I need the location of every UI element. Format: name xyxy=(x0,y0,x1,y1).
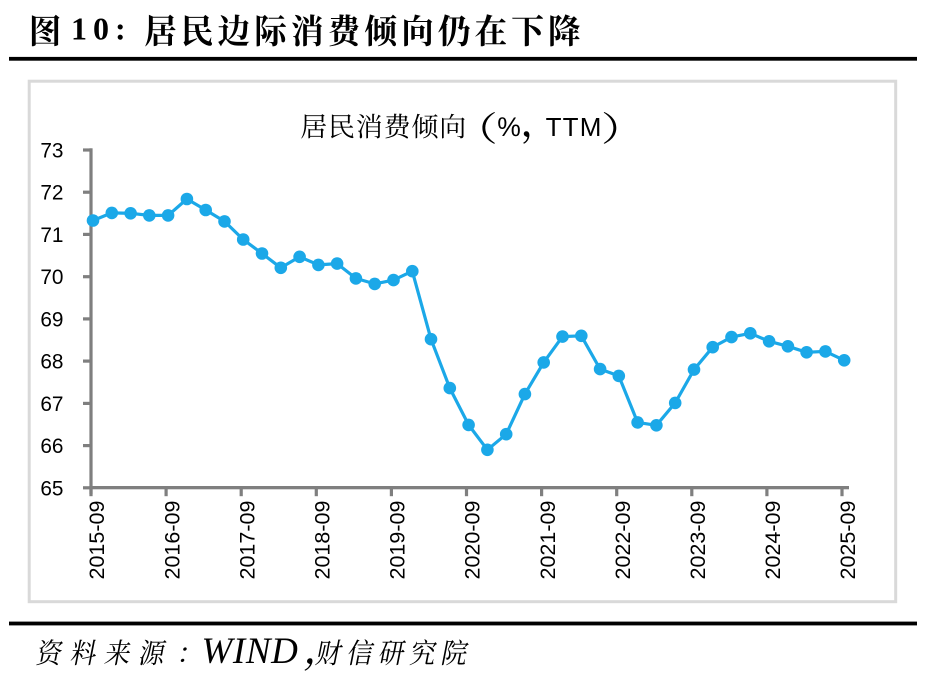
svg-text:71: 71 xyxy=(40,224,63,247)
svg-text:73: 73 xyxy=(40,140,63,163)
svg-text:2023-09: 2023-09 xyxy=(686,501,710,580)
svg-text:2018-09: 2018-09 xyxy=(311,501,335,580)
svg-text:10:: 10: xyxy=(71,11,132,47)
svg-text:2022-09: 2022-09 xyxy=(611,501,635,580)
svg-text:2016-09: 2016-09 xyxy=(160,501,184,580)
svg-text:2025-09: 2025-09 xyxy=(836,501,860,580)
svg-text:70: 70 xyxy=(40,266,63,289)
svg-text:2015-09: 2015-09 xyxy=(85,501,109,580)
svg-text:2024-09: 2024-09 xyxy=(761,501,785,580)
svg-text:67: 67 xyxy=(40,393,63,416)
svg-text:72: 72 xyxy=(40,182,63,205)
svg-text:66: 66 xyxy=(40,435,63,458)
svg-text:65: 65 xyxy=(40,477,63,500)
svg-text:%: % xyxy=(497,112,521,142)
svg-text:68: 68 xyxy=(40,351,63,374)
svg-text:2017-09: 2017-09 xyxy=(235,501,259,580)
svg-text:2020-09: 2020-09 xyxy=(461,501,485,580)
svg-text:WIND: WIND xyxy=(202,631,299,672)
svg-text:TTM: TTM xyxy=(546,112,603,142)
svg-text:2021-09: 2021-09 xyxy=(536,501,560,580)
svg-text:69: 69 xyxy=(40,308,63,331)
svg-text:2019-09: 2019-09 xyxy=(386,501,410,580)
